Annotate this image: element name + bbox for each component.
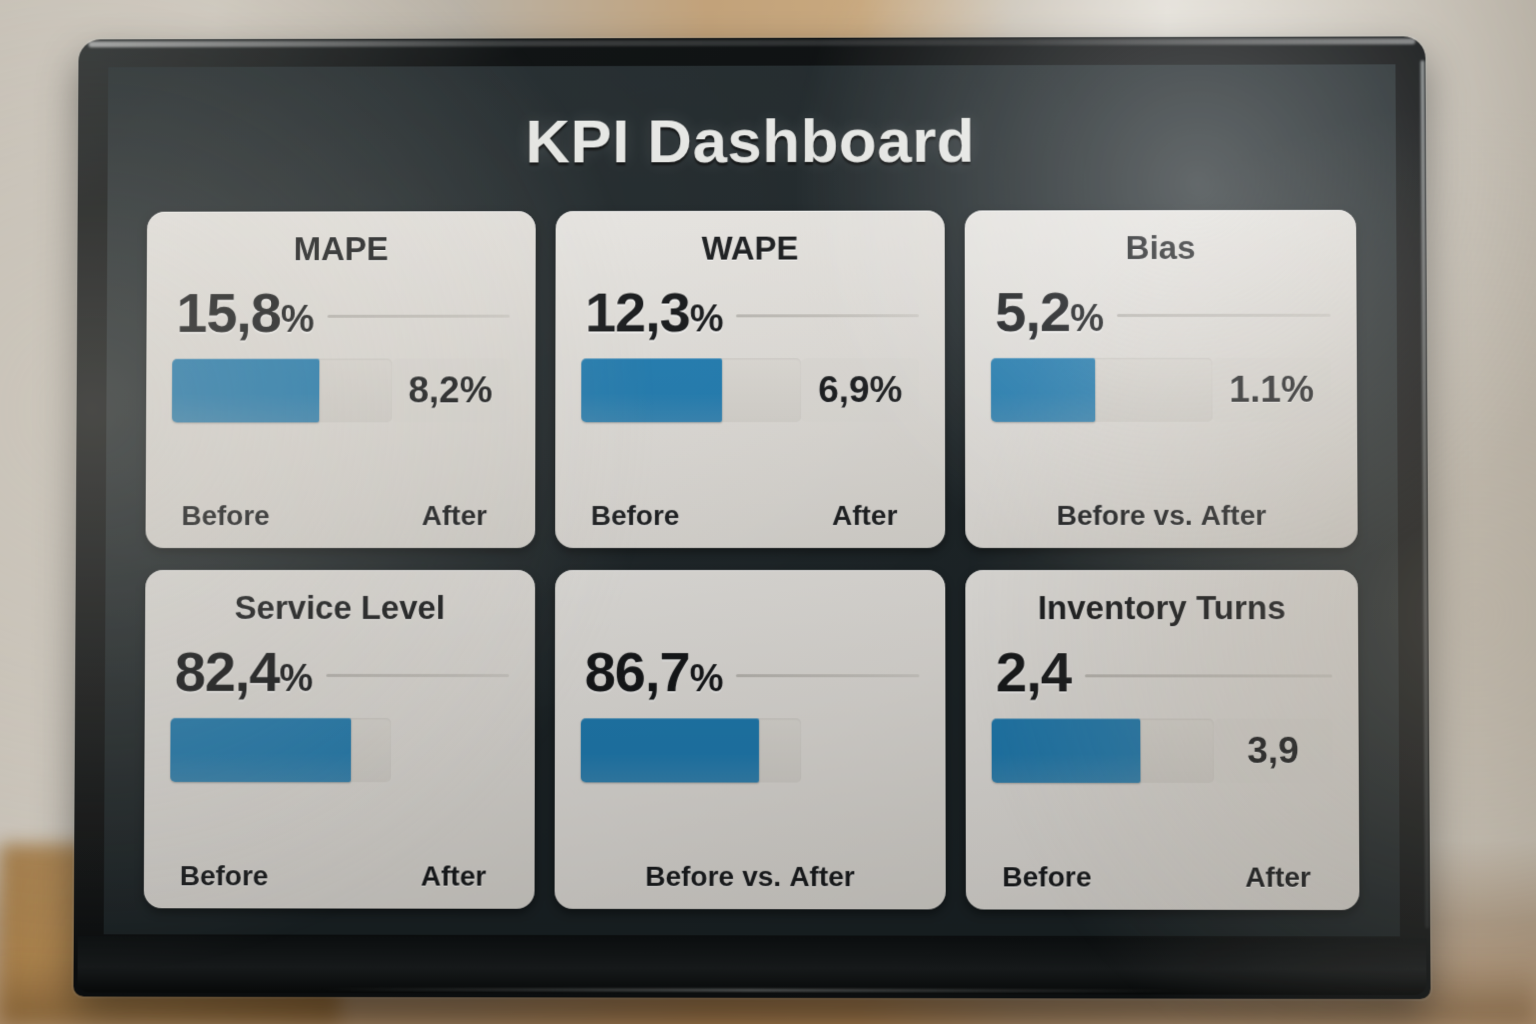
- kpi-card-service-level[interactable]: Service Level 82,4% Before: [143, 569, 535, 909]
- kpi-card-wape[interactable]: WAPE 12,3% 6,9% Before: [554, 210, 946, 549]
- comparison-bar-row: 3,9: [991, 718, 1333, 784]
- bar-fill: [991, 357, 1096, 422]
- before-value: 12,3%: [585, 281, 723, 344]
- value-divider-rule: [736, 313, 920, 317]
- after-value-badge: 8,2%: [391, 358, 510, 423]
- kpi-card-inventory-turns[interactable]: Inventory Turns 2,4 3,9 Before: [965, 570, 1360, 911]
- footer-label-before: Before: [179, 860, 269, 892]
- kpi-card-untitled[interactable]: 86,7% Before vs. After: [554, 570, 947, 910]
- after-value-badge: 6,9%: [801, 358, 920, 423]
- card-footer: Before vs. After: [992, 488, 1332, 532]
- laptop-lid-chin: [77, 936, 1427, 996]
- before-value-number: 82,4: [174, 639, 280, 703]
- before-value: 2,4: [996, 640, 1071, 703]
- bar-fill: [991, 718, 1141, 783]
- primary-value-row: 82,4%: [171, 640, 509, 703]
- bar-fill: [580, 718, 760, 783]
- before-value-unit: %: [280, 298, 314, 341]
- footer-label-before: Before: [590, 500, 680, 532]
- kpi-card-grid: MAPE 15,8% 8,2% Before: [143, 209, 1360, 911]
- primary-value-row: 2,4: [992, 640, 1333, 703]
- after-value-badge: 3,9: [1213, 718, 1333, 784]
- footer-label-before: Before: [645, 860, 735, 893]
- footer-label-after: After: [421, 500, 488, 532]
- comparison-bar-row: 1.1%: [991, 357, 1331, 422]
- card-title: Bias: [1125, 229, 1196, 267]
- footer-label-after: After: [789, 860, 855, 893]
- page-title: KPI Dashboard: [525, 106, 976, 177]
- value-divider-rule: [736, 673, 920, 677]
- comparison-bar-row: 8,2%: [171, 358, 510, 423]
- footer-label-after: After: [831, 499, 898, 531]
- before-value-number: 5,2: [995, 280, 1071, 344]
- footer-label-before: Before: [1056, 499, 1146, 531]
- value-divider-rule: [326, 673, 509, 677]
- card-footer: Before After: [171, 488, 509, 532]
- before-value-unit: %: [689, 298, 723, 341]
- bar-fill: [171, 358, 320, 423]
- card-title: Inventory Turns: [1037, 589, 1286, 627]
- footer-label-after: After: [1200, 499, 1267, 531]
- before-value-unit: %: [689, 658, 723, 701]
- bar-track: [580, 718, 802, 783]
- kpi-card-mape[interactable]: MAPE 15,8% 8,2% Before: [145, 211, 536, 549]
- before-value: 86,7%: [585, 640, 723, 703]
- primary-value-row: 12,3%: [581, 281, 920, 344]
- comparison-bar-row: [580, 718, 919, 783]
- footer-label-versus: vs.: [1153, 499, 1193, 531]
- footer-label-before: Before: [1002, 861, 1092, 893]
- comparison-bar-row: 6,9%: [580, 358, 920, 423]
- card-footer: Before After: [170, 848, 509, 893]
- primary-value-row: 15,8%: [172, 281, 510, 344]
- before-value: 15,8%: [176, 281, 314, 344]
- kpi-card-bias[interactable]: Bias 5,2% 1.1% Before: [964, 209, 1358, 548]
- card-footer: Before After: [992, 849, 1333, 894]
- before-value-unit: %: [279, 657, 313, 700]
- before-value: 82,4%: [175, 640, 313, 703]
- before-value-number: 15,8: [176, 281, 281, 344]
- card-footer: Before After: [581, 488, 920, 532]
- card-title: WAPE: [701, 229, 799, 267]
- card-title: MAPE: [293, 230, 389, 268]
- value-divider-rule: [1116, 313, 1331, 317]
- bar-track: [991, 357, 1213, 422]
- footer-label-versus: vs.: [742, 860, 782, 893]
- bar-fill: [170, 717, 352, 783]
- card-footer: Before vs. After: [580, 849, 920, 894]
- after-value-badge: 1.1%: [1212, 357, 1331, 422]
- footer-label-before: Before: [181, 500, 270, 532]
- kpi-dashboard: KPI Dashboard MAPE 15,8% 8: [104, 64, 1400, 936]
- card-title: [581, 590, 920, 630]
- laptop-device: KPI Dashboard MAPE 15,8% 8: [73, 36, 1431, 1000]
- after-value-badge: [390, 718, 508, 782]
- bar-fill: [580, 358, 722, 423]
- before-value-number: 12,3: [585, 280, 690, 344]
- after-value-badge: [801, 718, 919, 782]
- card-title: Service Level: [234, 588, 446, 626]
- before-value-number: 86,7: [584, 640, 690, 704]
- footer-label-after: After: [1245, 861, 1312, 893]
- bar-track: [170, 717, 391, 783]
- value-divider-rule: [1085, 673, 1333, 677]
- before-value-unit: %: [1070, 298, 1104, 340]
- bar-track: [991, 718, 1214, 783]
- primary-value-row: 5,2%: [991, 280, 1331, 343]
- laptop-screen: KPI Dashboard MAPE 15,8% 8: [103, 64, 1400, 937]
- before-value-number: 2,4: [995, 640, 1072, 704]
- comparison-bar-row: [170, 717, 508, 783]
- primary-value-row: 86,7%: [581, 640, 920, 703]
- footer-label-after: After: [420, 860, 487, 892]
- bar-track: [171, 358, 392, 423]
- before-value: 5,2%: [995, 280, 1104, 343]
- value-divider-rule: [327, 314, 510, 318]
- bar-track: [580, 358, 802, 423]
